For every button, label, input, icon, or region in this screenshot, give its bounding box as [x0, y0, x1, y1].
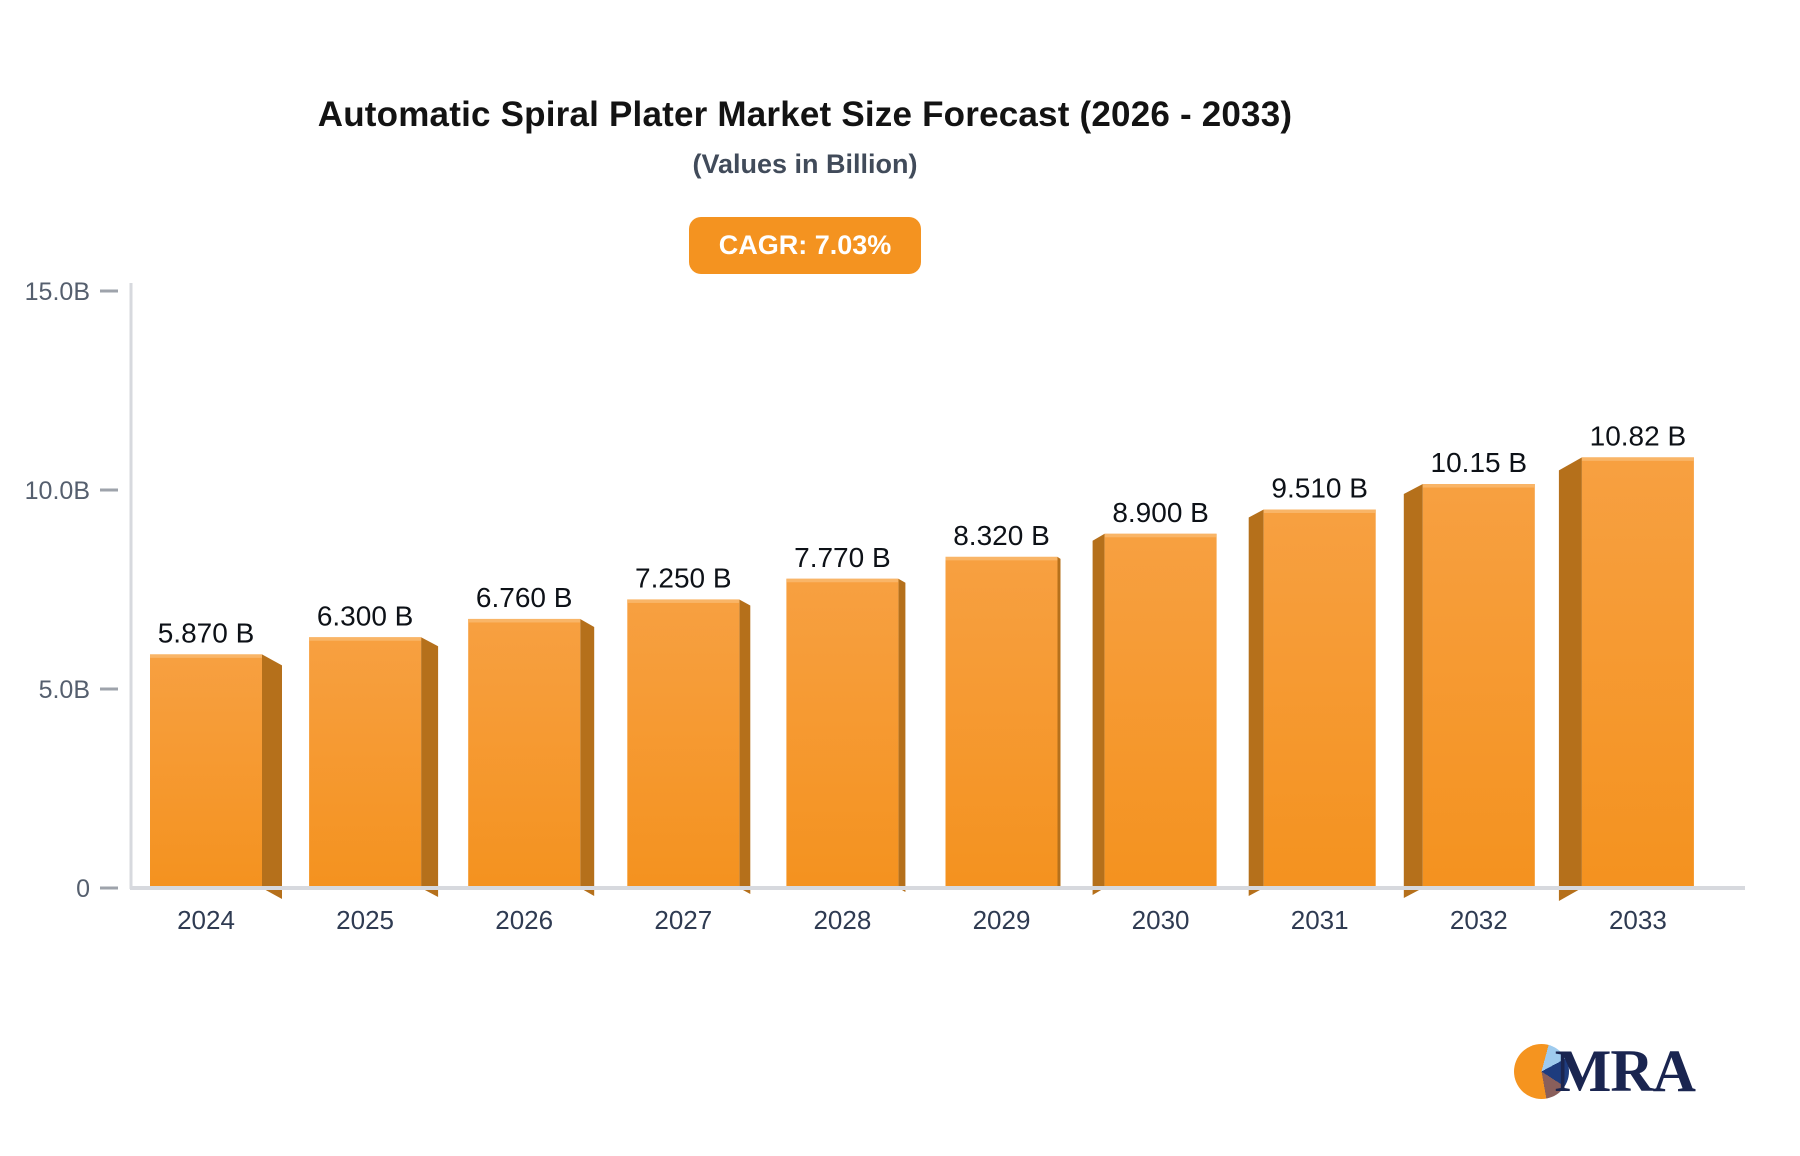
- bar: 6.300 B: [309, 600, 439, 897]
- bar: 10.15 B: [1403, 447, 1535, 898]
- x-axis-label: 2026: [495, 905, 553, 935]
- bar-face: [1263, 509, 1376, 888]
- bar-face: [1104, 533, 1217, 888]
- bar-top-edge: [309, 637, 422, 641]
- y-axis-label: 15.0B: [25, 278, 90, 306]
- bar-top-edge: [945, 556, 1058, 561]
- bar: 9.510 B: [1248, 473, 1376, 896]
- bar-side: [1403, 484, 1423, 898]
- bar-top-edge: [1104, 533, 1217, 538]
- bar-value-label: 10.82 B: [1590, 420, 1687, 451]
- bar-face: [1422, 484, 1535, 888]
- bar-top-edge: [1263, 509, 1376, 514]
- x-axis-label: 2028: [813, 905, 871, 935]
- mra-logo: MRA: [1513, 1037, 1696, 1106]
- bar-side: [898, 578, 906, 892]
- bar-top-edge: [468, 618, 581, 623]
- x-axis-label: 2024: [177, 905, 235, 935]
- cagr-badge: CAGR: 7.03%: [688, 217, 922, 274]
- bar: 7.250 B: [627, 562, 751, 894]
- bar-side: [262, 654, 282, 899]
- bar-face: [1581, 457, 1694, 888]
- pie-chart-icon: [1513, 1044, 1569, 1099]
- bar: 5.870 B: [150, 617, 282, 899]
- bar-top-edge: [1581, 457, 1694, 461]
- x-axis-label: 2027: [654, 905, 712, 935]
- x-axis-label: 2033: [1609, 905, 1667, 935]
- chart-header: Automatic Spiral Plater Market Size Fore…: [0, 0, 1610, 274]
- bar-face: [627, 599, 740, 888]
- bar: 6.760 B: [468, 582, 595, 896]
- bar-side: [421, 637, 439, 897]
- x-axis-label: 2030: [1132, 905, 1190, 935]
- bar-value-label: 6.300 B: [317, 600, 414, 631]
- x-axis-label: 2025: [336, 905, 394, 935]
- chart-subtitle: (Values in Billion): [692, 149, 918, 179]
- bar-value-label: 7.770 B: [794, 542, 891, 573]
- bar-face: [309, 637, 422, 888]
- bar: 7.770 B: [786, 542, 906, 892]
- x-axis-label: 2031: [1291, 905, 1349, 935]
- bar-side: [739, 599, 751, 894]
- bar-side: [580, 618, 595, 896]
- logo-text: MRA: [1554, 1038, 1696, 1104]
- bar: 8.320 B: [945, 520, 1061, 890]
- bar-value-label: 6.760 B: [476, 582, 573, 613]
- bar-face: [468, 618, 581, 888]
- x-axis-label: 2029: [973, 905, 1031, 935]
- chart-title: Automatic Spiral Plater Market Size Fore…: [317, 95, 1293, 134]
- bar-face: [150, 654, 262, 888]
- bar-top-edge: [627, 599, 740, 603]
- bar-value-label: 5.870 B: [158, 617, 255, 648]
- y-axis-label: 0: [76, 875, 90, 903]
- y-axis-label: 10.0B: [25, 477, 90, 505]
- bar: 8.900 B: [1092, 497, 1217, 895]
- bar-side: [1558, 457, 1582, 901]
- x-axis-label: 2032: [1450, 905, 1508, 935]
- bar-top-edge: [150, 654, 262, 658]
- bar-face: [945, 556, 1058, 888]
- bar-value-label: 10.15 B: [1431, 447, 1528, 478]
- bar-value-label: 8.320 B: [953, 520, 1050, 551]
- bar-side: [1092, 533, 1105, 895]
- bar-side: [1248, 509, 1264, 896]
- y-axis-label: 5.0B: [39, 676, 90, 704]
- bar-value-label: 7.250 B: [635, 562, 732, 593]
- bar-face: [786, 578, 899, 888]
- bar-value-label: 8.900 B: [1112, 497, 1209, 528]
- bar-side: [1057, 556, 1061, 890]
- bar-top-edge: [786, 578, 899, 583]
- bar: 10.82 B: [1558, 420, 1694, 901]
- bar-top-edge: [1422, 484, 1535, 488]
- bar-value-label: 9.510 B: [1271, 473, 1368, 504]
